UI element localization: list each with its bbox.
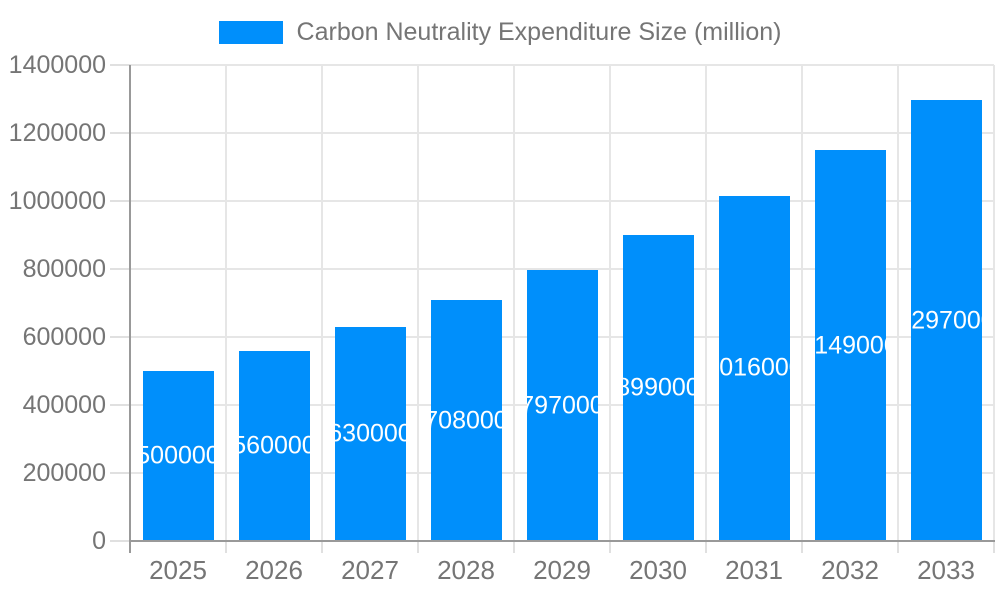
h-gridline <box>130 200 994 202</box>
y-axis-tick <box>110 540 130 542</box>
x-axis-label: 2032 <box>821 555 879 585</box>
y-axis-line <box>129 65 131 553</box>
v-gridline <box>993 65 995 541</box>
bar-value-label: 708000 <box>430 406 502 435</box>
x-axis-label: 2030 <box>629 555 687 585</box>
x-axis-tick <box>225 541 227 553</box>
x-axis-tick <box>321 541 323 553</box>
v-gridline <box>705 65 707 541</box>
y-axis-tick <box>110 404 130 406</box>
bar[interactable]: 1016000 <box>718 195 790 541</box>
y-axis-label: 1000000 <box>8 187 106 215</box>
v-gridline <box>609 65 611 541</box>
legend-swatch <box>218 20 283 44</box>
bar-value-label: 500000 <box>142 441 214 470</box>
bar[interactable]: 560000 <box>238 350 310 541</box>
x-axis-tick <box>897 541 899 553</box>
bar-value-label: 899000 <box>622 373 694 402</box>
bar-value-label: 630000 <box>334 419 406 448</box>
bar[interactable]: 630000 <box>334 326 406 541</box>
v-gridline <box>897 65 899 541</box>
y-axis-tick <box>110 200 130 202</box>
x-axis-label: 2027 <box>341 555 399 585</box>
legend[interactable]: Carbon Neutrality Expenditure Size (mill… <box>0 16 1000 48</box>
y-axis-label: 1200000 <box>8 119 106 147</box>
x-axis-label: 2025 <box>149 555 207 585</box>
x-axis-tick <box>801 541 803 553</box>
x-axis-tick <box>993 541 995 553</box>
y-axis-tick <box>110 336 130 338</box>
h-gridline <box>130 132 994 134</box>
y-axis-label: 0 <box>92 527 106 555</box>
y-axis-label: 800000 <box>22 255 106 283</box>
v-gridline <box>801 65 803 541</box>
h-gridline <box>130 64 994 66</box>
x-axis-label: 2026 <box>245 555 303 585</box>
bar[interactable]: 1297000 <box>910 100 982 541</box>
x-axis-label: 2033 <box>917 555 975 585</box>
bar-value-label: 1016000 <box>719 353 790 382</box>
x-axis-label: 2031 <box>725 555 783 585</box>
bar-value-label: 1149000 <box>814 331 886 360</box>
h-gridline <box>130 268 994 270</box>
bar-value-label: 1297000 <box>911 306 982 334</box>
x-axis-label: 2028 <box>437 555 495 585</box>
x-axis-label: 2029 <box>533 555 591 585</box>
x-axis-tick <box>609 541 611 553</box>
x-axis-line <box>129 540 995 542</box>
x-axis-tick <box>513 541 515 553</box>
x-axis-tick <box>417 541 419 553</box>
y-axis-tick <box>110 64 130 66</box>
bar[interactable]: 797000 <box>526 270 598 541</box>
bar[interactable]: 1149000 <box>814 150 886 541</box>
legend-label: Carbon Neutrality Expenditure Size (mill… <box>296 17 782 46</box>
bar-value-label: 797000 <box>526 391 598 419</box>
bar[interactable]: 708000 <box>430 300 502 541</box>
x-axis-tick <box>705 541 707 553</box>
v-gridline <box>321 65 323 541</box>
y-axis-label: 600000 <box>22 323 106 351</box>
v-gridline <box>513 65 515 541</box>
v-gridline <box>225 65 227 541</box>
y-axis-tick <box>110 268 130 270</box>
bar[interactable]: 500000 <box>142 371 214 541</box>
bar-value-label: 560000 <box>238 431 310 460</box>
v-gridline <box>417 65 419 541</box>
y-axis-tick <box>110 472 130 474</box>
y-axis-label: 400000 <box>22 391 106 419</box>
y-axis-label: 200000 <box>22 459 106 487</box>
y-axis-label: 1400000 <box>8 51 106 79</box>
y-axis-tick <box>110 132 130 134</box>
bar[interactable]: 899000 <box>622 235 694 541</box>
